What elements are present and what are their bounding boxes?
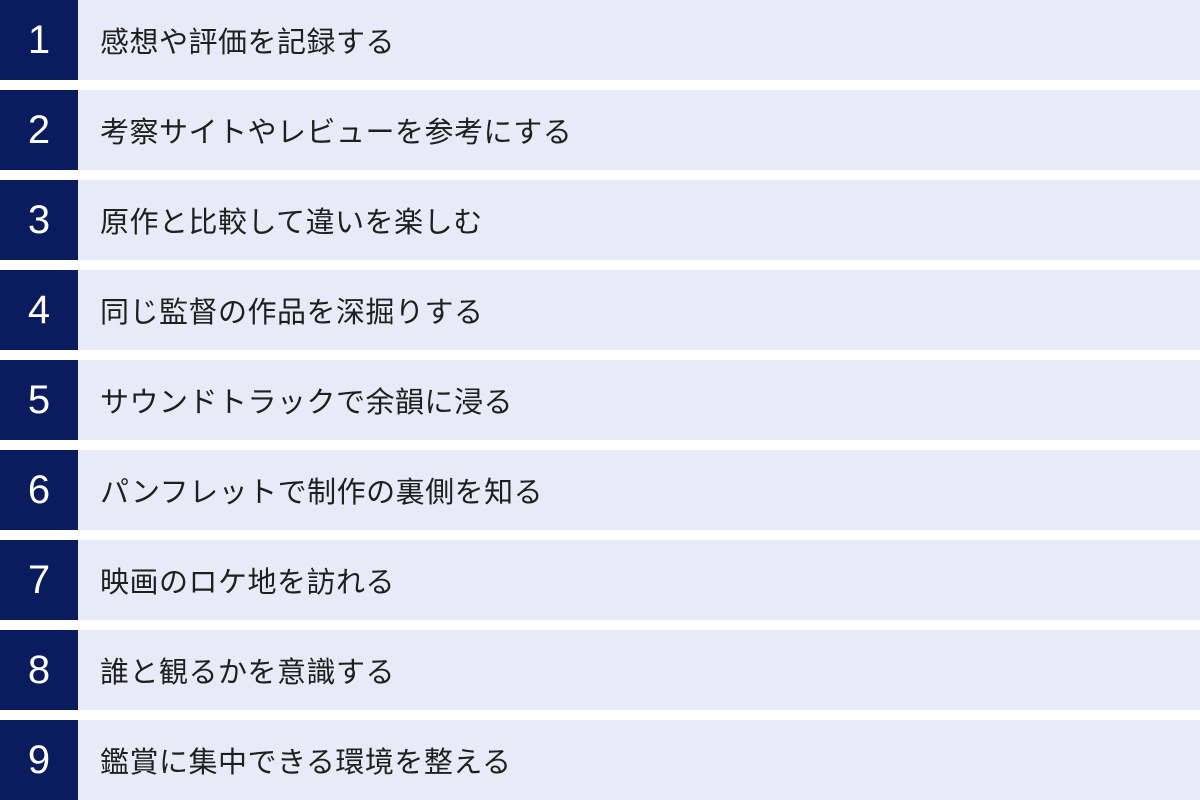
item-label: 考察サイトやレビューを参考にする <box>78 90 1200 170</box>
list-item: 1 感想や評価を記録する <box>0 0 1200 80</box>
list-item: 5 サウンドトラックで余韻に浸る <box>0 360 1200 440</box>
list-item: 3 原作と比較して違いを楽しむ <box>0 180 1200 260</box>
list-item: 6 パンフレットで制作の裏側を知る <box>0 450 1200 530</box>
item-number-badge: 8 <box>0 630 78 710</box>
item-number-badge: 2 <box>0 90 78 170</box>
item-label: サウンドトラックで余韻に浸る <box>78 360 1200 440</box>
list-item: 7 映画のロケ地を訪れる <box>0 540 1200 620</box>
item-number-badge: 3 <box>0 180 78 260</box>
item-number-badge: 5 <box>0 360 78 440</box>
item-label: 感想や評価を記録する <box>78 0 1200 80</box>
item-number-badge: 6 <box>0 450 78 530</box>
item-number-badge: 1 <box>0 0 78 80</box>
list-item: 4 同じ監督の作品を深掘りする <box>0 270 1200 350</box>
item-label: パンフレットで制作の裏側を知る <box>78 450 1200 530</box>
item-label: 鑑賞に集中できる環境を整える <box>78 720 1200 800</box>
item-label: 誰と観るかを意識する <box>78 630 1200 710</box>
item-number-badge: 9 <box>0 720 78 800</box>
item-label: 映画のロケ地を訪れる <box>78 540 1200 620</box>
item-label: 原作と比較して違いを楽しむ <box>78 180 1200 260</box>
list-item: 2 考察サイトやレビューを参考にする <box>0 90 1200 170</box>
item-label: 同じ監督の作品を深掘りする <box>78 270 1200 350</box>
list-item: 9 鑑賞に集中できる環境を整える <box>0 720 1200 800</box>
list-item: 8 誰と観るかを意識する <box>0 630 1200 710</box>
item-number-badge: 4 <box>0 270 78 350</box>
item-number-badge: 7 <box>0 540 78 620</box>
